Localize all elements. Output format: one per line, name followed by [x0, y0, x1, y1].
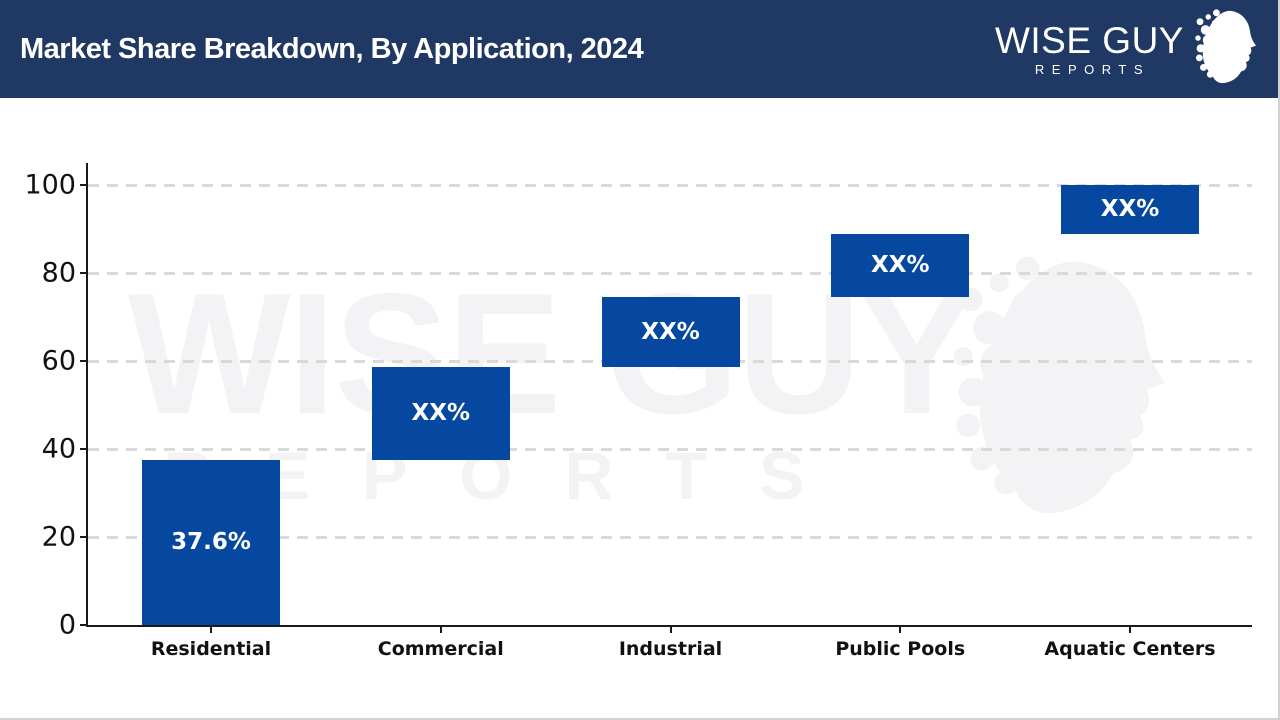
y-tick-60: [80, 360, 88, 362]
x-tick-1: [210, 625, 212, 633]
y-tick-0: [80, 624, 88, 626]
y-axis-line: [86, 163, 88, 627]
brand-logo: WISE GUY REPORTS: [995, 8, 1266, 90]
y-tick-label-40: 40: [41, 433, 76, 465]
brand-name: WISE GUY: [994, 20, 1184, 61]
x-category-label: Public Pools: [835, 638, 966, 660]
plot-area: 0 20 40 60 80 100 37.6% Residential XX% Commercia…: [0, 98, 1280, 720]
y-tick-label-100: 100: [24, 169, 76, 201]
page-border-right: [1278, 0, 1280, 720]
x-category-label: Residential: [150, 638, 272, 660]
x-tick-2: [439, 625, 442, 633]
bar-public-pools: XX%: [831, 233, 970, 297]
bar-value-label: XX%: [641, 318, 700, 345]
x-tick-4: [899, 625, 902, 633]
gridline-80: [88, 272, 1252, 275]
y-tick-label-80: 80: [41, 257, 76, 289]
watermark-text-primary: WISE GUY: [128, 258, 974, 450]
y-tick-label-0: 0: [58, 609, 76, 641]
bar-industrial: XX%: [601, 296, 740, 368]
y-tick-100: [80, 184, 88, 186]
gridline-100: [88, 184, 1252, 187]
bar-value-label: XX%: [411, 400, 470, 427]
page-title: Market Share Breakdown, By Application, …: [20, 32, 644, 65]
x-category-label: Commercial: [377, 638, 504, 660]
logo-face-icon: [1186, 8, 1266, 90]
x-tick-3: [669, 625, 672, 633]
page-border-bottom: [0, 718, 1280, 720]
header-bar: Market Share Breakdown, By Application, …: [0, 0, 1280, 98]
y-tick-80: [80, 272, 88, 274]
y-tick-40: [80, 448, 88, 450]
bar-aquatic-centers: XX%: [1061, 185, 1199, 234]
gridline-40: [88, 448, 1252, 451]
y-tick-label-60: 60: [41, 345, 76, 377]
bar-commercial: XX%: [371, 367, 510, 460]
y-tick-label-20: 20: [41, 521, 76, 553]
bar-value-label: XX%: [870, 252, 930, 279]
brand-text: WISE GUY REPORTS: [995, 22, 1184, 76]
x-axis-line: [86, 625, 1252, 627]
x-tick-5: [1129, 625, 1131, 633]
bar-value-label: XX%: [1100, 196, 1160, 223]
y-tick-20: [80, 536, 88, 538]
bar-value-label: 37.6%: [171, 529, 251, 556]
bar-residential: 37.6%: [142, 459, 280, 625]
gridline-20: [88, 536, 1252, 539]
brand-subname: REPORTS: [1034, 62, 1151, 77]
x-category-label: Aquatic Centers: [1044, 638, 1216, 660]
x-category-label: Industrial: [618, 638, 723, 660]
